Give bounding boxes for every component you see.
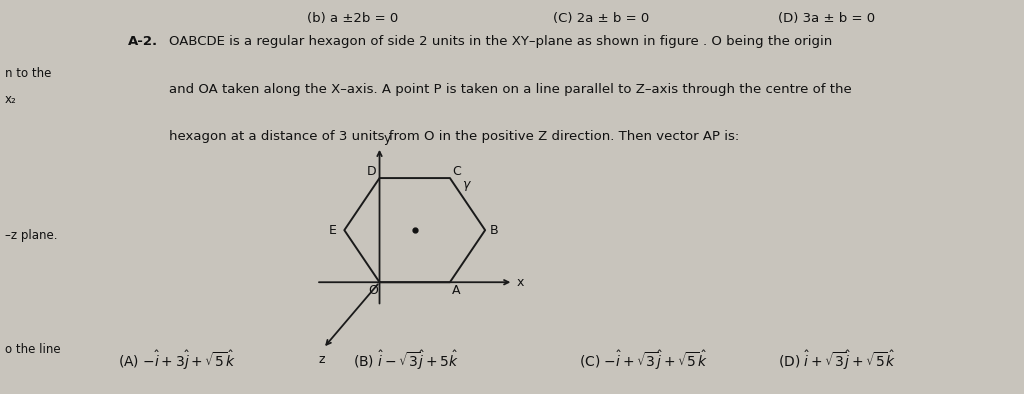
Text: n to the: n to the: [5, 67, 51, 80]
Text: –z plane.: –z plane.: [5, 229, 57, 242]
Text: O: O: [369, 284, 378, 297]
Text: B: B: [489, 224, 499, 237]
Text: E: E: [329, 224, 337, 237]
Text: A-2.: A-2.: [128, 35, 158, 48]
Text: y: y: [384, 132, 391, 145]
Text: (b) a ±2b = 0: (b) a ±2b = 0: [307, 12, 398, 25]
Text: (B) $\hat{i}-\sqrt{3}\hat{j}+5\hat{k}$: (B) $\hat{i}-\sqrt{3}\hat{j}+5\hat{k}$: [353, 349, 459, 372]
Text: o the line: o the line: [5, 343, 60, 356]
Text: x: x: [517, 276, 524, 289]
Text: x₂: x₂: [5, 93, 16, 106]
Text: (C) 2a ± b = 0: (C) 2a ± b = 0: [553, 12, 649, 25]
Text: z: z: [318, 353, 325, 366]
Text: C: C: [452, 165, 461, 178]
Text: OABCDE is a regular hexagon of side 2 units in the XY–plane as shown in figure .: OABCDE is a regular hexagon of side 2 un…: [169, 35, 833, 48]
Text: and OA taken along the X–axis. A point P is taken on a line parallel to Z–axis t: and OA taken along the X–axis. A point P…: [169, 83, 852, 96]
Text: $\mathregular{\gamma}$: $\mathregular{\gamma}$: [462, 178, 472, 193]
Text: (A) $-\hat{i}+3\hat{j}+\sqrt{5}\hat{k}$: (A) $-\hat{i}+3\hat{j}+\sqrt{5}\hat{k}$: [118, 349, 236, 372]
Text: A: A: [452, 284, 461, 297]
Text: (C) $-\hat{i}+\sqrt{3}\hat{j}+\sqrt{5}\hat{k}$: (C) $-\hat{i}+\sqrt{3}\hat{j}+\sqrt{5}\h…: [579, 349, 708, 372]
Text: D: D: [367, 165, 377, 178]
Text: (D) $\hat{i}+\sqrt{3}\hat{j}+\sqrt{5}\hat{k}$: (D) $\hat{i}+\sqrt{3}\hat{j}+\sqrt{5}\ha…: [778, 349, 897, 372]
Text: hexagon at a distance of 3 units from O in the positive Z direction. Then vector: hexagon at a distance of 3 units from O …: [169, 130, 739, 143]
Text: (D) 3a ± b = 0: (D) 3a ± b = 0: [778, 12, 876, 25]
